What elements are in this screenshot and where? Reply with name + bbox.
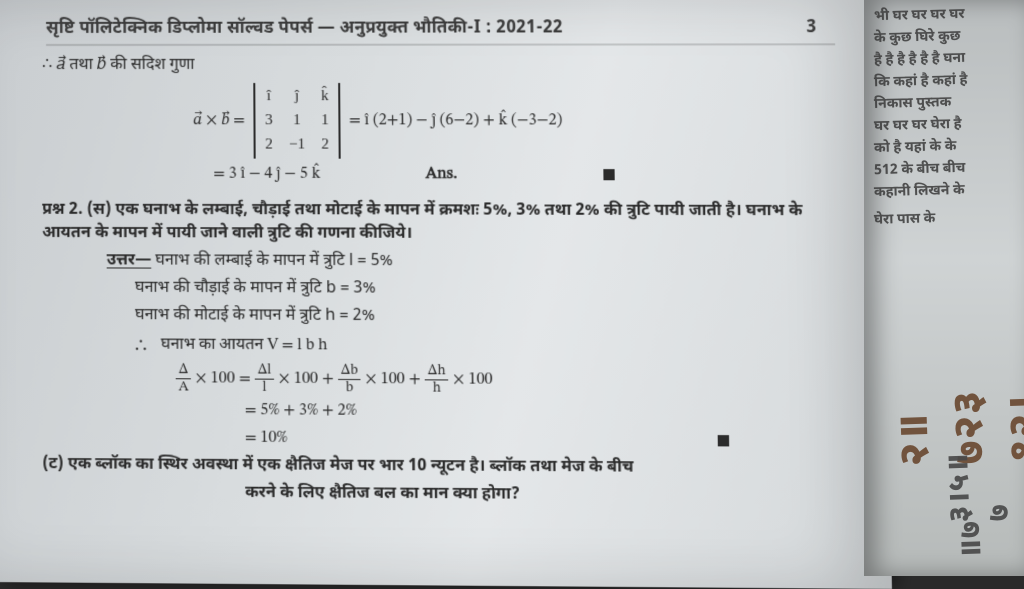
det-cell: ĵ (289, 86, 305, 108)
cross-result-line: = 3 î − 4 ĵ − 5 k̂ Ans. (213, 163, 848, 187)
plus: + (322, 367, 334, 391)
side-text: घर घर घर घेरा है (874, 115, 962, 136)
error-final-row: = 10% (245, 426, 852, 453)
q2-tail: (ट) एक ब्लॉक का स्थिर अवस्था में एक क्षै… (42, 453, 852, 481)
q2-tail2: करने के लिए क्षैतिज बल का मान क्या होगा? (245, 482, 853, 510)
side-big-text: ॥७ (953, 519, 993, 559)
side-text: के कुछ घिरे कुछ (874, 27, 961, 48)
therefore-symbol: ∴ (135, 332, 147, 359)
page-paper: रहे सृष्टि पॉलिटेक्निक डिप्लोमा सॉल्वड प… (0, 0, 892, 589)
plus: + (409, 368, 421, 392)
frac-dA: Δ A (176, 363, 192, 395)
times-100: × 100 (365, 367, 405, 391)
times-100: × 100 (195, 367, 235, 391)
uttar-label: उत्तर— (107, 250, 152, 271)
q2-label: प्रश्न 2. (स) (42, 199, 111, 220)
error-sum: = 5% + 3% + 2% (245, 399, 852, 426)
frac-d: b (346, 380, 354, 395)
cross-lhs: 𝑎⃗ × 𝑏⃗ = (193, 109, 245, 132)
cross-rhs: = î (2+1) − ĵ (6−2) + k̂ (−3−2) (349, 109, 563, 133)
equals: = (239, 367, 251, 391)
volume-expr: घनाभ का आयतन V = l b h (161, 333, 328, 357)
end-square-icon (718, 435, 730, 446)
det-cell: 2 (265, 134, 273, 156)
det-cell: 1 (289, 110, 305, 132)
q2-text: एक घनाभ के लम्बाई, चौड़ाई तथा मोटाई के म… (42, 199, 802, 244)
det-cell: 2 (321, 134, 329, 156)
page-content: ∴ 𝑎⃗ तथा 𝑏⃗ की सदिश गुणा 𝑎⃗ × 𝑏⃗ = î ĵ k… (42, 53, 853, 509)
determinant-row: 𝑎⃗ × 𝑏⃗ = î ĵ k̂ 3 1 1 2 −1 2 = î (2+1) … (193, 83, 848, 160)
frac-n: Δh (425, 364, 449, 380)
error-final: = 10% (245, 426, 288, 450)
question-2: प्रश्न 2. (स) एक घनाभ के लम्बाई, चौड़ाई … (42, 198, 849, 247)
volume-line: ∴ घनाभ का आयतन V = l b h (135, 332, 851, 361)
header-title: सृष्टि पॉलिटेक्निक डिप्लोमा सॉल्वड पेपर्… (46, 17, 563, 40)
side-text: कहानी लिखने के (874, 181, 965, 202)
end-square-icon (604, 169, 615, 180)
frac-dh: Δh h (425, 364, 449, 396)
frac-n: Δb (338, 363, 361, 379)
frac-n: Δ (176, 363, 192, 379)
frac-n: Δl (255, 363, 275, 379)
det-cell: 3 (265, 110, 273, 132)
ans-l3: घनाभ की मोटाई के मापन में त्रुटि h = 2% (135, 304, 850, 330)
side-text: निकास पुस्तक (874, 93, 952, 114)
side-text: है है है है है है घना (874, 49, 966, 70)
side-text: 512 के बीच बीच (874, 159, 966, 180)
det-cell: î (265, 86, 273, 108)
side-text: भी घर घर घर घर (874, 5, 965, 26)
frac-db: Δb b (338, 363, 361, 395)
det-cell: k̂ (321, 86, 329, 108)
page-header: सृष्टि पॉलिटेक्निक डिप्लोमा सॉल्वड पेपर्… (46, 17, 835, 46)
error-eqn: Δ A × 100 = Δl l × 100 + Δb b × 100 + Δh… (176, 363, 852, 398)
side-text: घेरा पास के (874, 209, 936, 230)
frac-d: A (178, 379, 188, 394)
answer-line-1: उत्तर— घनाभ की लम्बाई के मापन में त्रुटि… (107, 249, 850, 275)
side-strip: भी घर घर घर घर के कुछ घिरे कुछ है है है … (864, 0, 1024, 576)
times-100: × 100 (453, 368, 493, 392)
ans-l1: घनाभ की लम्बाई के मापन में त्रुटि l = 5% (155, 250, 393, 272)
det-cell: −1 (289, 134, 305, 156)
cut-text-left: रहे (0, 241, 3, 259)
ans-l2: घनाभ की चौड़ाई के मापन में त्रुटि b = 3% (135, 277, 850, 303)
frac-d: h (433, 380, 441, 395)
page-number: 3 (806, 17, 835, 39)
frac-d: l (262, 379, 266, 394)
side-text: कि कहां है कहां है (874, 71, 968, 92)
frac-dl: Δl l (255, 363, 275, 395)
side-big-text: ३।५॥७ (941, 435, 1022, 524)
side-text: को है यहां के के (874, 137, 957, 158)
vec-intro: ∴ 𝑎⃗ तथा 𝑏⃗ की सदिश गुणा (42, 53, 846, 77)
determinant: î ĵ k̂ 3 1 1 2 −1 2 (253, 83, 341, 159)
ans-label: Ans. (426, 163, 458, 187)
times-100: × 100 (278, 367, 318, 391)
det-cell: 1 (321, 110, 329, 132)
cross-result: = 3 î − 4 ĵ − 5 k̂ (213, 166, 320, 182)
